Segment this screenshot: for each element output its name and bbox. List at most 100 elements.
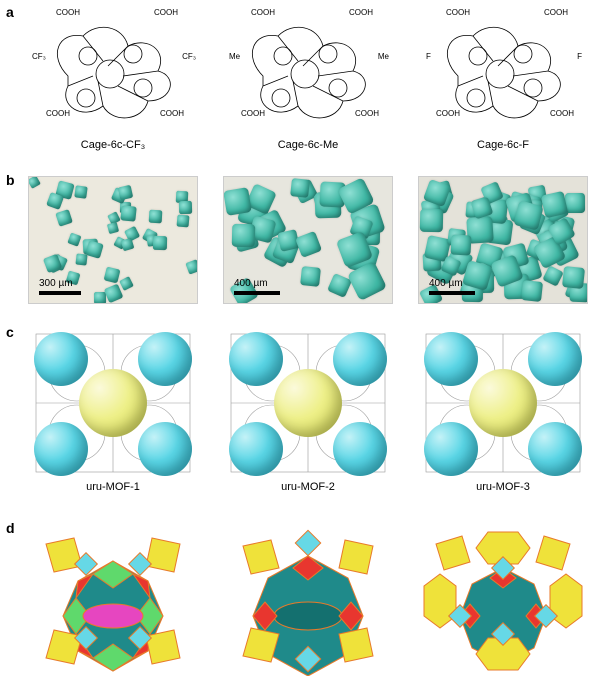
compound-name: Cage-6c-CF₃: [81, 139, 145, 151]
crystal: [75, 185, 88, 198]
scale-value: 400 µm: [234, 278, 268, 289]
panel-a1: COOH COOH COOH COOH CF₃ CF₃ Cage-6c-CF₃: [28, 6, 198, 151]
mof-name: uru-MOF-2: [281, 481, 335, 493]
annot-cooh: COOH: [241, 109, 265, 118]
row-label-b: b: [6, 172, 15, 188]
crystal: [295, 231, 322, 258]
annot-r: CF₃: [32, 52, 46, 61]
corner-sphere: [138, 422, 192, 476]
row-a: COOH COOH COOH COOH CF₃ CF₃ Cage-6c-CF₃: [28, 6, 588, 151]
polyhedral-tiling: [223, 526, 393, 676]
annot-cooh: COOH: [56, 8, 80, 17]
panel-d2: [223, 526, 393, 676]
crystal: [185, 259, 198, 274]
scale-line: [234, 291, 280, 295]
center-sphere: [274, 369, 342, 437]
crystal: [103, 267, 120, 284]
annot-cooh: COOH: [355, 109, 379, 118]
annot-cooh: COOH: [46, 109, 70, 118]
crystal: [450, 234, 471, 255]
panel-b3: 400 µm: [418, 176, 588, 304]
corner-sphere: [229, 422, 283, 476]
corner-sphere: [528, 422, 582, 476]
panel-d1: [28, 526, 198, 676]
crystal: [224, 187, 253, 216]
crystal: [176, 214, 189, 227]
crystal: [67, 233, 81, 247]
corner-sphere: [424, 422, 478, 476]
micrograph: 400 µm: [418, 176, 588, 304]
panel-a3: COOH COOH COOH COOH F F Cage-6c-F: [418, 6, 588, 151]
panel-a2: COOH COOH COOH COOH Me Me Cage-6c-Me: [223, 6, 393, 151]
micrograph: 300 µm: [28, 176, 198, 304]
annot-cooh: COOH: [160, 109, 184, 118]
crystal: [300, 266, 321, 287]
tiling-icon: [223, 526, 393, 676]
annot-r: F: [426, 52, 431, 61]
crystal: [565, 193, 585, 213]
annot-cooh: COOH: [550, 109, 574, 118]
crystal: [562, 266, 585, 289]
crystal: [290, 178, 310, 198]
annot-cooh: COOH: [436, 109, 460, 118]
crystal: [104, 284, 123, 303]
polyhedral-tiling: [28, 526, 198, 676]
row-b: 300 µm 400 µm 400 µm: [28, 176, 588, 304]
annot-cooh: COOH: [154, 8, 178, 17]
scale-bar: 300 µm: [39, 278, 81, 295]
annot-cooh: COOH: [349, 8, 373, 17]
corner-sphere: [333, 332, 387, 386]
panel-d3: [418, 526, 588, 676]
crystal: [28, 176, 41, 189]
crystal: [107, 222, 119, 234]
scale-bar: 400 µm: [429, 278, 475, 295]
mof-packing: [28, 328, 198, 478]
crystal: [120, 205, 137, 222]
tiling-icon: [28, 526, 198, 676]
scale-bar: 400 µm: [234, 278, 280, 295]
corner-sphere: [424, 332, 478, 386]
crystal: [119, 276, 134, 291]
panel-b2: 400 µm: [223, 176, 393, 304]
corner-sphere: [229, 332, 283, 386]
scale-value: 300 µm: [39, 278, 73, 289]
corner-sphere: [333, 422, 387, 476]
compound-name: Cage-6c-F: [477, 139, 529, 151]
scale-value: 400 µm: [429, 278, 463, 289]
micrograph: 400 µm: [223, 176, 393, 304]
annot-cooh: COOH: [251, 8, 275, 17]
mof-packing: [418, 328, 588, 478]
panel-c1: uru-MOF-1: [28, 328, 198, 493]
row-label-d: d: [6, 520, 15, 536]
chem-structure: COOH COOH COOH COOH CF₃ CF₃: [28, 6, 198, 136]
row-d: [28, 526, 588, 676]
annot-cooh: COOH: [544, 8, 568, 17]
annot-r: F: [577, 52, 582, 61]
panel-c2: uru-MOF-2: [223, 328, 393, 493]
mof-packing: [223, 328, 393, 478]
corner-sphere: [34, 422, 88, 476]
corner-sphere: [528, 332, 582, 386]
annot-cooh: COOH: [446, 8, 470, 17]
chem-structure: COOH COOH COOH COOH F F: [418, 6, 588, 136]
crystal: [85, 240, 103, 258]
center-sphere: [469, 369, 537, 437]
row-label-c: c: [6, 324, 14, 340]
crystal: [178, 201, 192, 215]
crystal: [420, 209, 444, 233]
crystal: [153, 236, 167, 250]
crystal: [94, 292, 106, 304]
panel-b1: 300 µm: [28, 176, 198, 304]
crystal: [542, 265, 564, 287]
crystal: [521, 280, 544, 303]
corner-sphere: [138, 332, 192, 386]
figure: a COOH COOH COOH COOH: [0, 0, 600, 690]
row-c: uru-MOF-1: [28, 328, 588, 493]
scale-line: [429, 291, 475, 295]
tiling-icon: [418, 526, 588, 676]
mof-name: uru-MOF-3: [476, 481, 530, 493]
corner-sphere: [34, 332, 88, 386]
panel-c3: uru-MOF-3: [418, 328, 588, 493]
crystal: [56, 209, 73, 226]
mof-name: uru-MOF-1: [86, 481, 140, 493]
